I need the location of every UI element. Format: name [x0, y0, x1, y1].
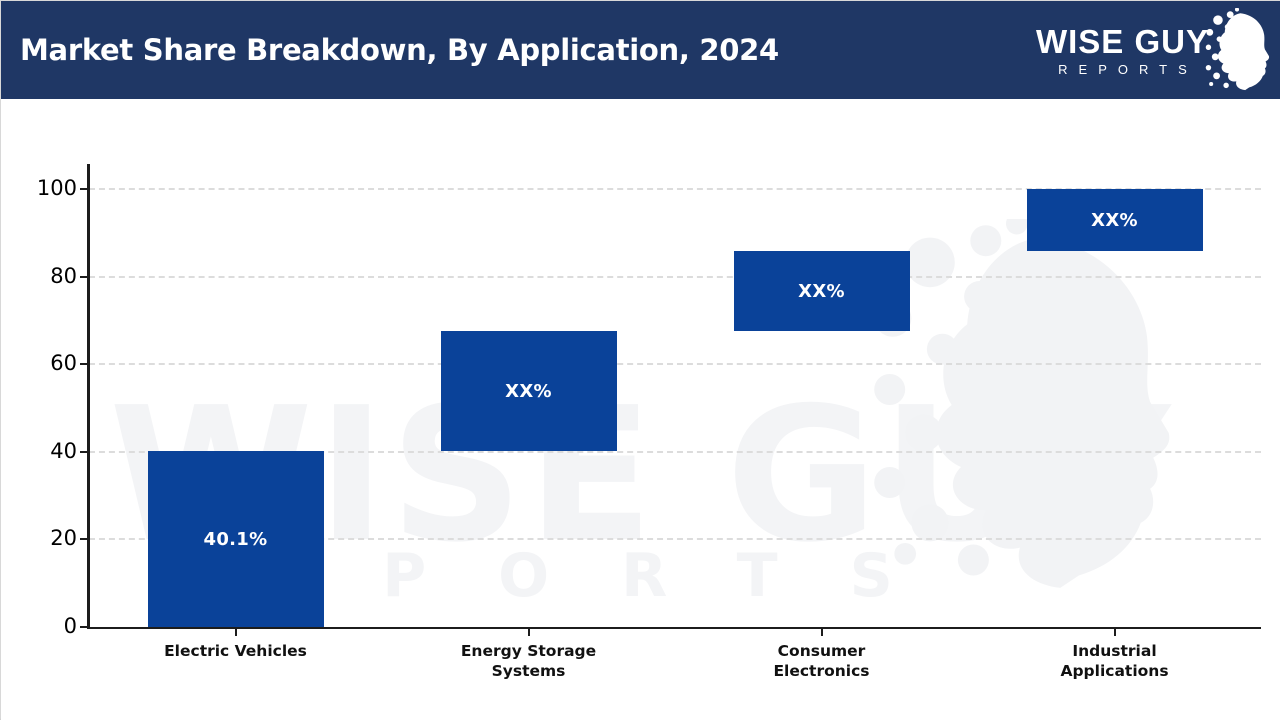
- logo-subtitle: REPORTS: [1058, 62, 1198, 77]
- gridline: [89, 275, 1261, 278]
- y-tick-mark: [80, 188, 88, 190]
- logo-text: WISE GUY REPORTS: [1036, 23, 1209, 77]
- y-tick-mark: [80, 538, 88, 541]
- x-category-label-line: Applications: [1060, 662, 1169, 680]
- bar-value-label: 40.1%: [203, 528, 268, 550]
- y-tick-label: 80: [50, 263, 77, 288]
- x-category-label: Industrial Applications: [995, 641, 1235, 681]
- gridline: [89, 363, 1261, 366]
- bar-value-label: XX%: [1091, 209, 1138, 231]
- y-tick-mark: [80, 363, 88, 366]
- bar-electric-vehicles: 40.1%: [147, 451, 324, 627]
- x-tick-mark: [820, 627, 823, 636]
- x-category-label: Energy Storage Systems: [409, 641, 649, 681]
- gridline: [89, 188, 1261, 190]
- logo-wordmark: WISE GUY: [1035, 23, 1209, 60]
- x-category-label: Electric Vehicles: [116, 641, 356, 661]
- y-tick-label: 100: [36, 176, 77, 200]
- wiseguy-logo: WISE GUY REPORTS: [1036, 8, 1280, 92]
- bar-value-label: XX%: [505, 380, 552, 402]
- bar-value-label: XX%: [798, 280, 845, 302]
- x-category-label-line: Systems: [491, 662, 566, 680]
- gridline: [89, 538, 1261, 541]
- y-tick-mark: [80, 626, 88, 628]
- x-category-label-line: Industrial: [1072, 642, 1157, 660]
- x-category-label-line: Consumer: [777, 642, 866, 660]
- chart-area: WISE GUY REPORTS 0 20 40 60 80 100 40.1% XX% XX%…: [1, 99, 1280, 720]
- bar-industrial-applications: XX%: [1026, 189, 1203, 252]
- x-category-label-line: Electronics: [773, 662, 870, 680]
- y-axis-line: [87, 164, 90, 629]
- x-category-label-line: Energy Storage: [460, 642, 597, 660]
- x-tick-mark: [527, 627, 530, 636]
- header: Market Share Breakdown, By Application, …: [1, 1, 1280, 99]
- bar-consumer-electronics: XX%: [733, 251, 910, 331]
- x-category-label-line: Electric Vehicles: [164, 642, 307, 660]
- y-tick-mark: [80, 450, 88, 453]
- y-tick-label: 60: [50, 351, 77, 376]
- y-tick-label: 0: [63, 614, 77, 638]
- y-tick-mark: [80, 275, 88, 278]
- chart-title: Market Share Breakdown, By Application, …: [20, 33, 779, 67]
- gridline: [89, 450, 1261, 453]
- dotted-face-profile-icon: [1205, 8, 1270, 91]
- bar-energy-storage-systems: XX%: [440, 330, 617, 452]
- x-tick-mark: [1113, 627, 1116, 636]
- plot-region: 0 20 40 60 80 100 40.1% XX% XX% XX% Electric Vehic…: [1, 99, 1280, 720]
- y-tick-label: 40: [50, 438, 77, 463]
- x-category-label: Consumer Electronics: [702, 641, 942, 681]
- y-tick-label: 20: [50, 526, 77, 551]
- x-tick-mark: [234, 627, 237, 636]
- x-axis-line: [87, 626, 1261, 629]
